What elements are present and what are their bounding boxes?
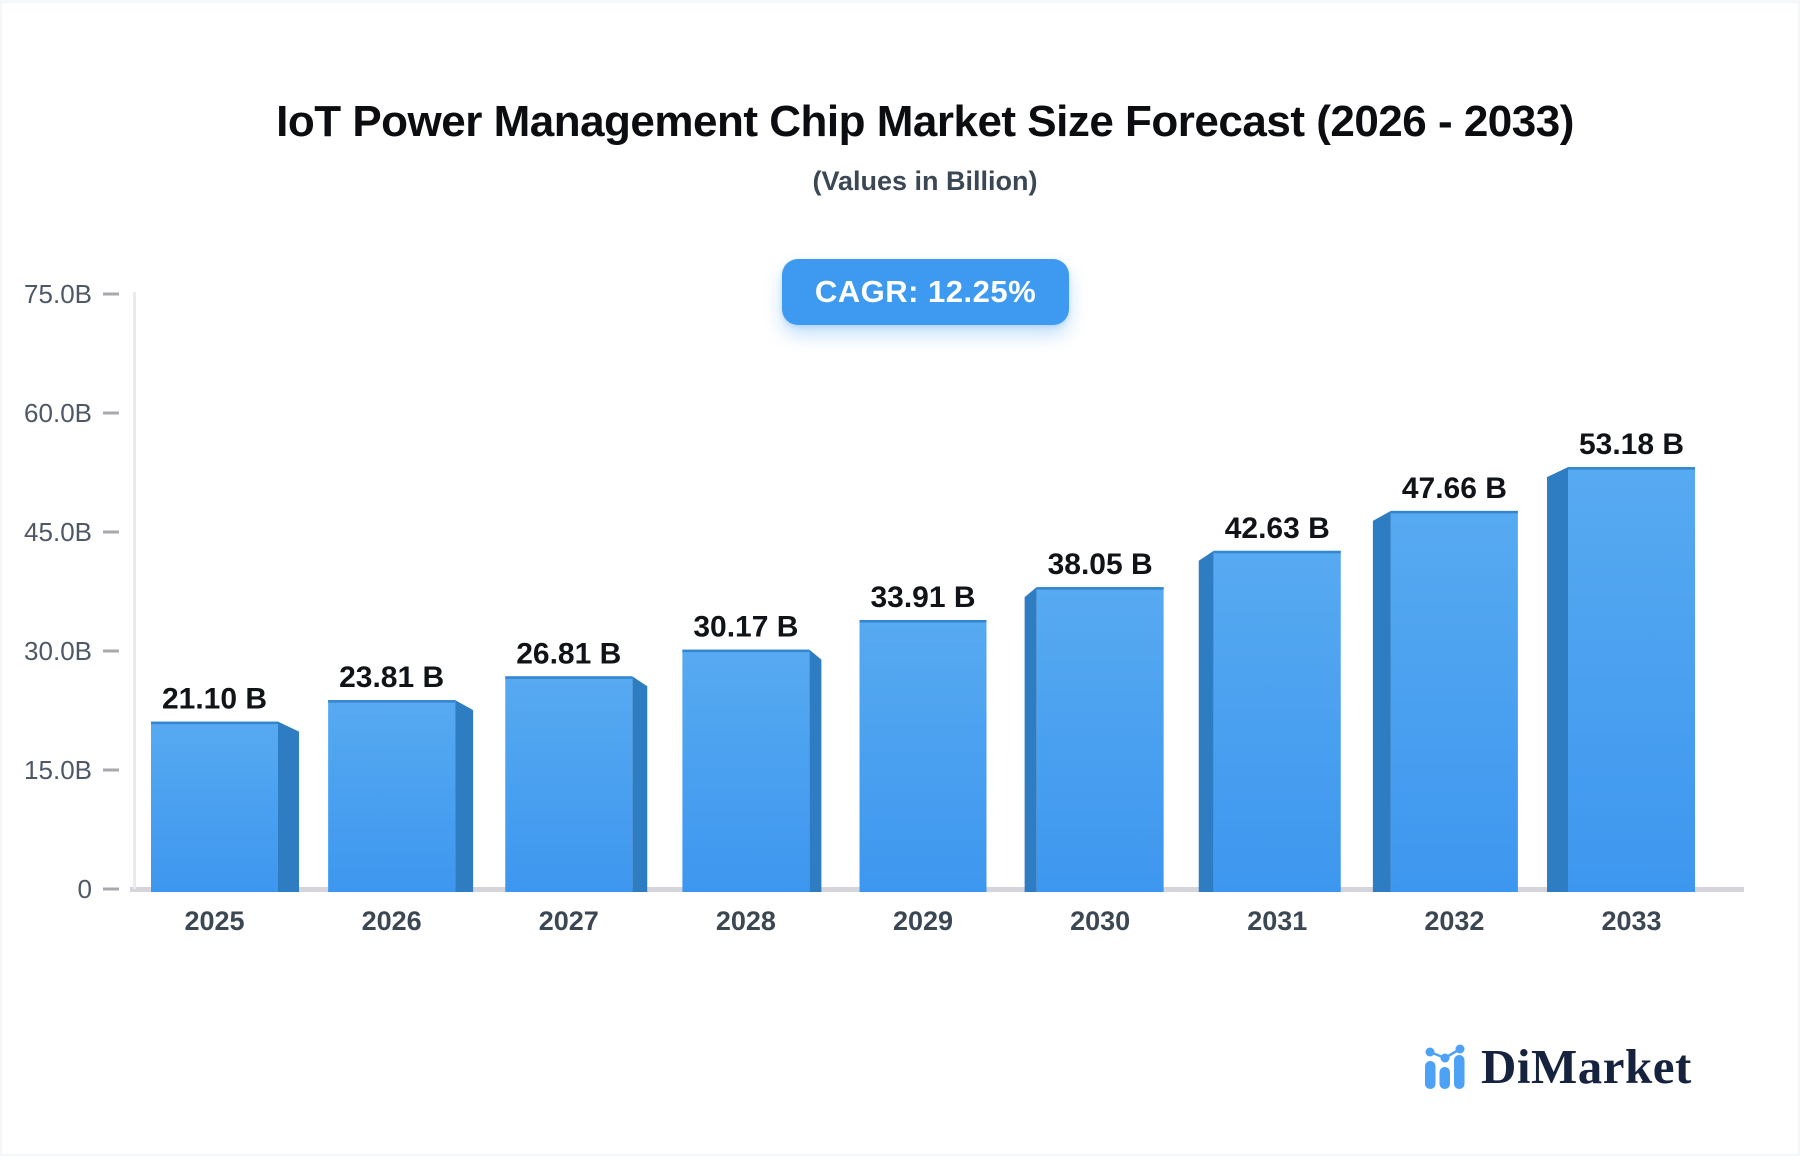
bar-2026 <box>328 700 456 892</box>
bar-group-2033: 53.18 B 2033 <box>1547 428 1695 936</box>
bar-group-2025: 21.10 B 2025 <box>151 683 299 936</box>
bar-top-edge <box>1036 587 1164 590</box>
bar-side-face <box>632 676 648 892</box>
chart-title: IoT Power Management Chip Market Size Fo… <box>276 97 1574 146</box>
bar-value-label: 33.91 B <box>870 581 975 614</box>
bar-2030 <box>1036 587 1164 892</box>
y-axis-tick-label: 75.0B <box>24 279 92 309</box>
bar-value-label: 30.17 B <box>693 611 798 644</box>
bar-group-2029: 33.91 B 2029 <box>859 581 987 936</box>
dimarket-logo: DiMarket <box>1423 1038 1692 1094</box>
y-axis-tick <box>103 887 119 891</box>
bar-top-edge <box>1390 510 1518 514</box>
bar-side-face <box>809 649 822 892</box>
bar-2029 <box>859 619 987 892</box>
y-axis-tick-label: 15.0B <box>24 755 92 785</box>
y-axis-line <box>133 292 136 889</box>
bar-group-2026: 23.81 B 2026 <box>328 661 474 936</box>
bar-value-label: 21.10 B <box>162 683 267 716</box>
y-axis-tick-label: 60.0B <box>24 398 92 428</box>
bar-top-edge <box>1568 467 1695 470</box>
y-axis-tick-label: 0 <box>78 874 92 904</box>
bar-value-label: 26.81 B <box>516 637 621 670</box>
bar-group-2028: 30.17 B 2028 <box>682 611 822 936</box>
bar-value-label: 47.66 B <box>1402 472 1507 505</box>
x-axis-tick-label: 2028 <box>716 906 776 936</box>
y-axis-tick-label: 30.0B <box>24 636 92 666</box>
bar-2032 <box>1390 510 1518 892</box>
bar-group-2032: 47.66 B 2032 <box>1372 472 1518 936</box>
y-axis-tick <box>103 649 119 653</box>
bar-top-edge <box>328 700 456 703</box>
bar-side-face <box>1372 510 1391 892</box>
x-axis-tick-label: 2025 <box>184 906 244 936</box>
bar-top-edge <box>859 619 987 623</box>
cagr-badge: CAGR: 12.25% <box>782 259 1069 325</box>
x-axis-tick-label: 2032 <box>1424 906 1484 936</box>
bar-top-edge <box>505 676 633 679</box>
bar-2027 <box>505 676 633 892</box>
y-axis-tick <box>103 768 119 772</box>
x-axis-tick-label: 2027 <box>539 906 599 936</box>
x-axis-tick-label: 2029 <box>893 906 953 936</box>
bar-chart: 0 15.0B 30.0B 45.0B 60.0B 75.0B 21.10 B 2025 23.… <box>24 279 1744 936</box>
y-axis-tick <box>103 411 119 415</box>
cagr-badge-label: CAGR: 12.25% <box>814 274 1037 309</box>
bar-value-label: 42.63 B <box>1225 512 1330 545</box>
bar-group-2031: 42.63 B 2031 <box>1198 512 1341 936</box>
y-axis-tick <box>103 530 119 534</box>
bar-value-label: 38.05 B <box>1048 548 1153 581</box>
bar-side-face <box>455 700 474 892</box>
bar-value-label: 23.81 B <box>339 661 444 694</box>
x-axis-tick-label: 2031 <box>1247 906 1307 936</box>
x-axis-tick-label: 2030 <box>1070 906 1130 936</box>
y-axis-tick-label: 45.0B <box>24 517 92 547</box>
bar-2028 <box>682 649 810 892</box>
bar-top-edge <box>151 721 278 725</box>
bar-2033 <box>1568 467 1695 892</box>
bar-group-2027: 26.81 B 2027 <box>505 637 648 936</box>
y-axis-tick <box>103 292 119 296</box>
bar-side-face <box>1024 587 1037 892</box>
dimarket-logo-icon <box>1425 1044 1465 1089</box>
bar-side-face <box>278 721 299 892</box>
bar-2025 <box>151 721 278 892</box>
bar-side-face <box>1547 467 1568 892</box>
x-axis-tick-label: 2026 <box>362 906 422 936</box>
bar-2031 <box>1213 550 1341 892</box>
dimarket-logo-text: DiMarket <box>1481 1038 1692 1094</box>
x-axis-tick-label: 2033 <box>1601 906 1661 936</box>
bar-group-2030: 38.05 B 2030 <box>1024 548 1164 936</box>
bar-side-face <box>1198 550 1214 892</box>
bar-value-label: 53.18 B <box>1579 428 1684 461</box>
chart-subtitle: (Values in Billion) <box>812 166 1038 196</box>
bar-top-edge <box>1213 550 1341 554</box>
bar-top-edge <box>682 649 810 653</box>
